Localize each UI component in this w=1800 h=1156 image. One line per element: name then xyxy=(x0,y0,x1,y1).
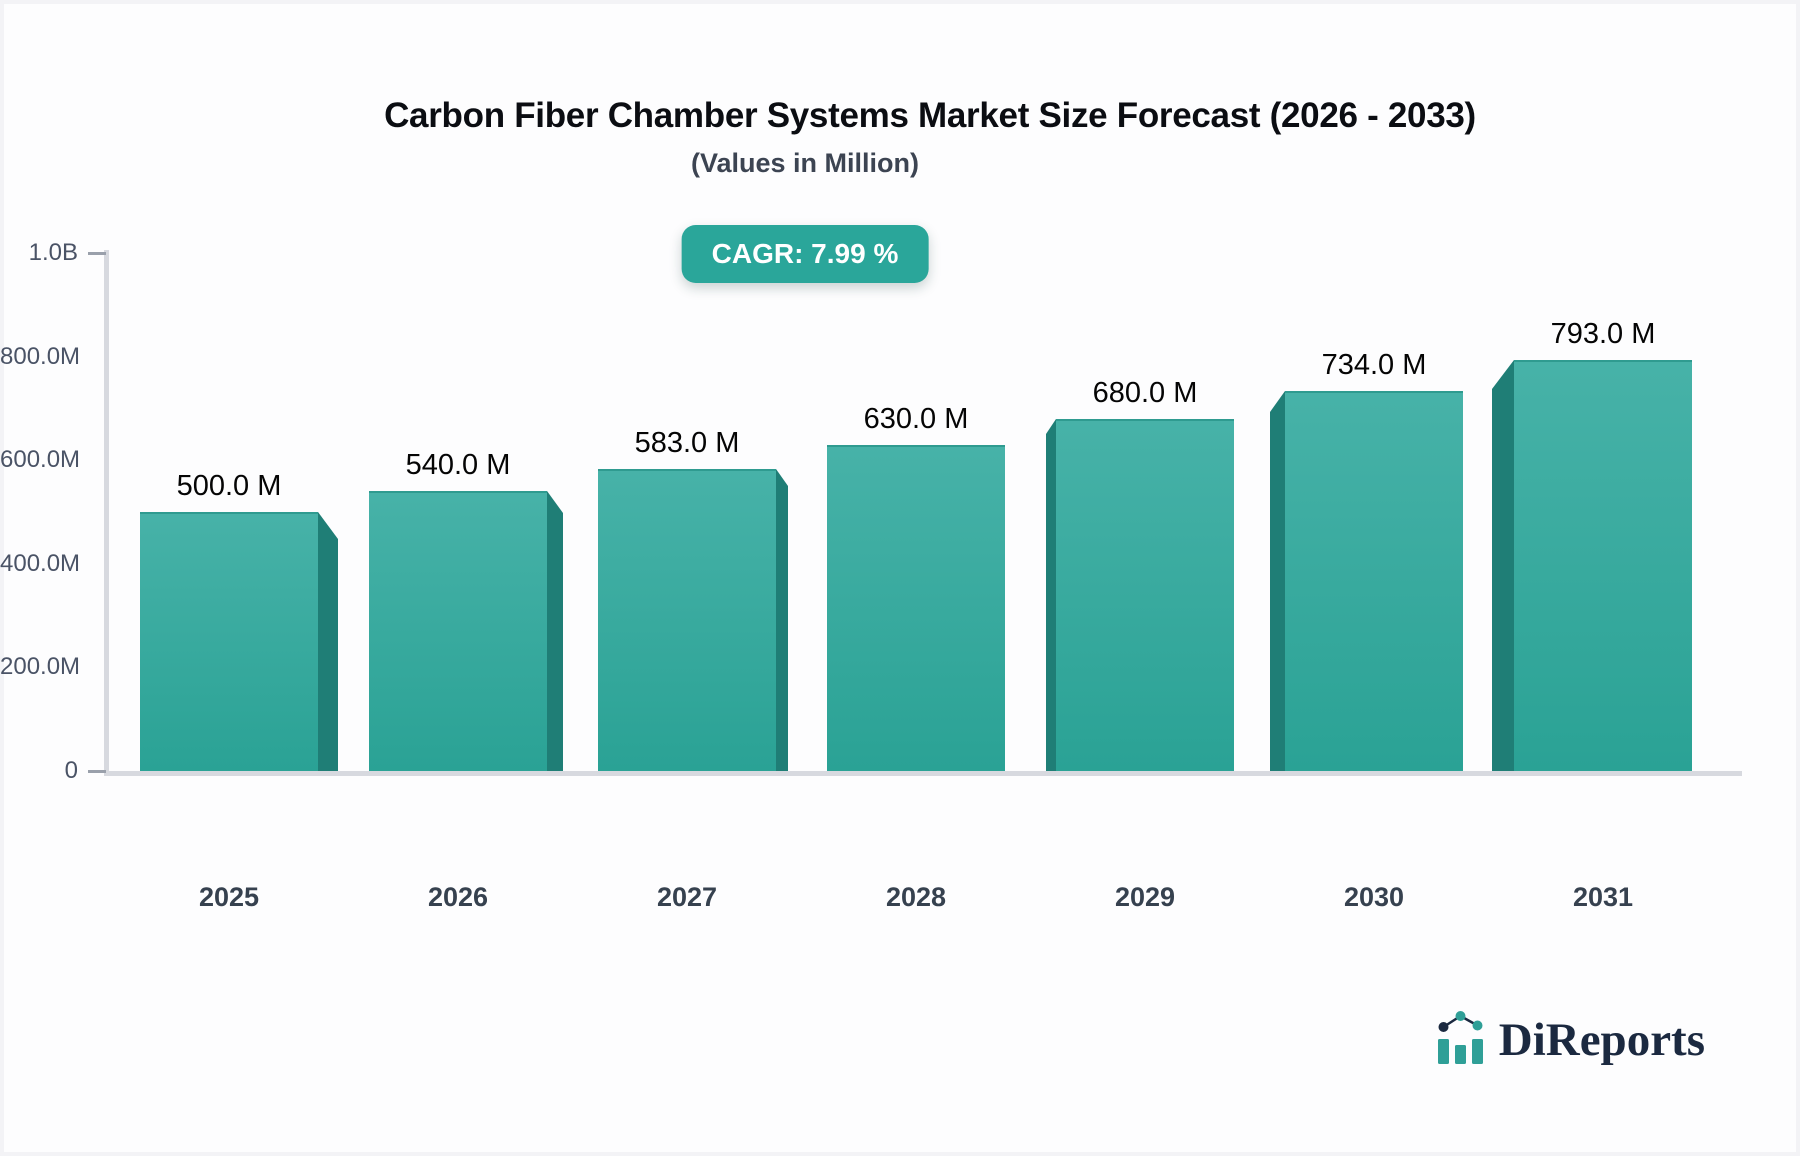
bar-side-2031 xyxy=(1492,360,1514,771)
bar-2027[interactable] xyxy=(598,469,776,771)
x-tick-label-2027: 2027 xyxy=(656,882,718,912)
direports-logo-icon xyxy=(1437,1011,1483,1064)
bar-2030[interactable] xyxy=(1285,391,1463,771)
value-label-2029: 680.0 M xyxy=(1092,377,1198,409)
bar-side-2027 xyxy=(776,469,788,771)
value-label-2028: 630.0 M xyxy=(863,403,969,435)
bar-side-2029 xyxy=(1046,419,1056,771)
x-tick-label-2028: 2028 xyxy=(885,882,947,912)
y-tick-mark xyxy=(88,252,106,255)
value-label-2027: 583.0 M xyxy=(634,427,740,459)
y-tick-mark xyxy=(88,770,106,773)
bar-2026[interactable] xyxy=(369,491,547,771)
x-tick-label-2030: 2030 xyxy=(1343,882,1405,912)
cagr-badge: CAGR: 7.99 % xyxy=(681,225,929,283)
value-label-2026: 540.0 M xyxy=(405,449,511,481)
y-tick-label-400.0M: 400.0M xyxy=(0,549,81,577)
direports-logo-text: DiReports xyxy=(1498,1014,1705,1066)
bar-2029[interactable] xyxy=(1056,419,1234,771)
x-tick-label-2026: 2026 xyxy=(427,882,489,912)
chart-subtitle: (Values in Million) xyxy=(690,148,920,178)
bar-side-2025 xyxy=(318,512,338,771)
x-tick-label-2025: 2025 xyxy=(198,882,260,912)
value-label-2025: 500.0 M xyxy=(176,470,282,502)
x-tick-label-2029: 2029 xyxy=(1114,882,1176,912)
value-label-2030: 734.0 M xyxy=(1321,349,1427,381)
bar-2031[interactable] xyxy=(1514,360,1692,771)
x-axis-line xyxy=(104,771,1742,776)
direports-logo: DiReports xyxy=(1436,1008,1705,1066)
y-tick-label-0: 0 xyxy=(64,757,78,784)
bar-2028[interactable] xyxy=(827,445,1005,771)
value-label-2031: 793.0 M xyxy=(1550,318,1656,350)
y-tick-label-800.0M: 800.0M xyxy=(0,342,81,370)
y-tick-label-600.0M: 600.0M xyxy=(0,446,81,474)
x-tick-label-2031: 2031 xyxy=(1572,882,1634,912)
y-tick-label-1.0B: 1.0B xyxy=(28,239,78,266)
bar-2025[interactable] xyxy=(140,512,318,771)
y-axis-line xyxy=(104,250,109,776)
y-tick-label-200.0M: 200.0M xyxy=(0,653,81,681)
bar-side-2030 xyxy=(1270,391,1285,771)
chart-title: Carbon Fiber Chamber Systems Market Size… xyxy=(384,96,1476,135)
bar-side-2026 xyxy=(547,491,563,771)
